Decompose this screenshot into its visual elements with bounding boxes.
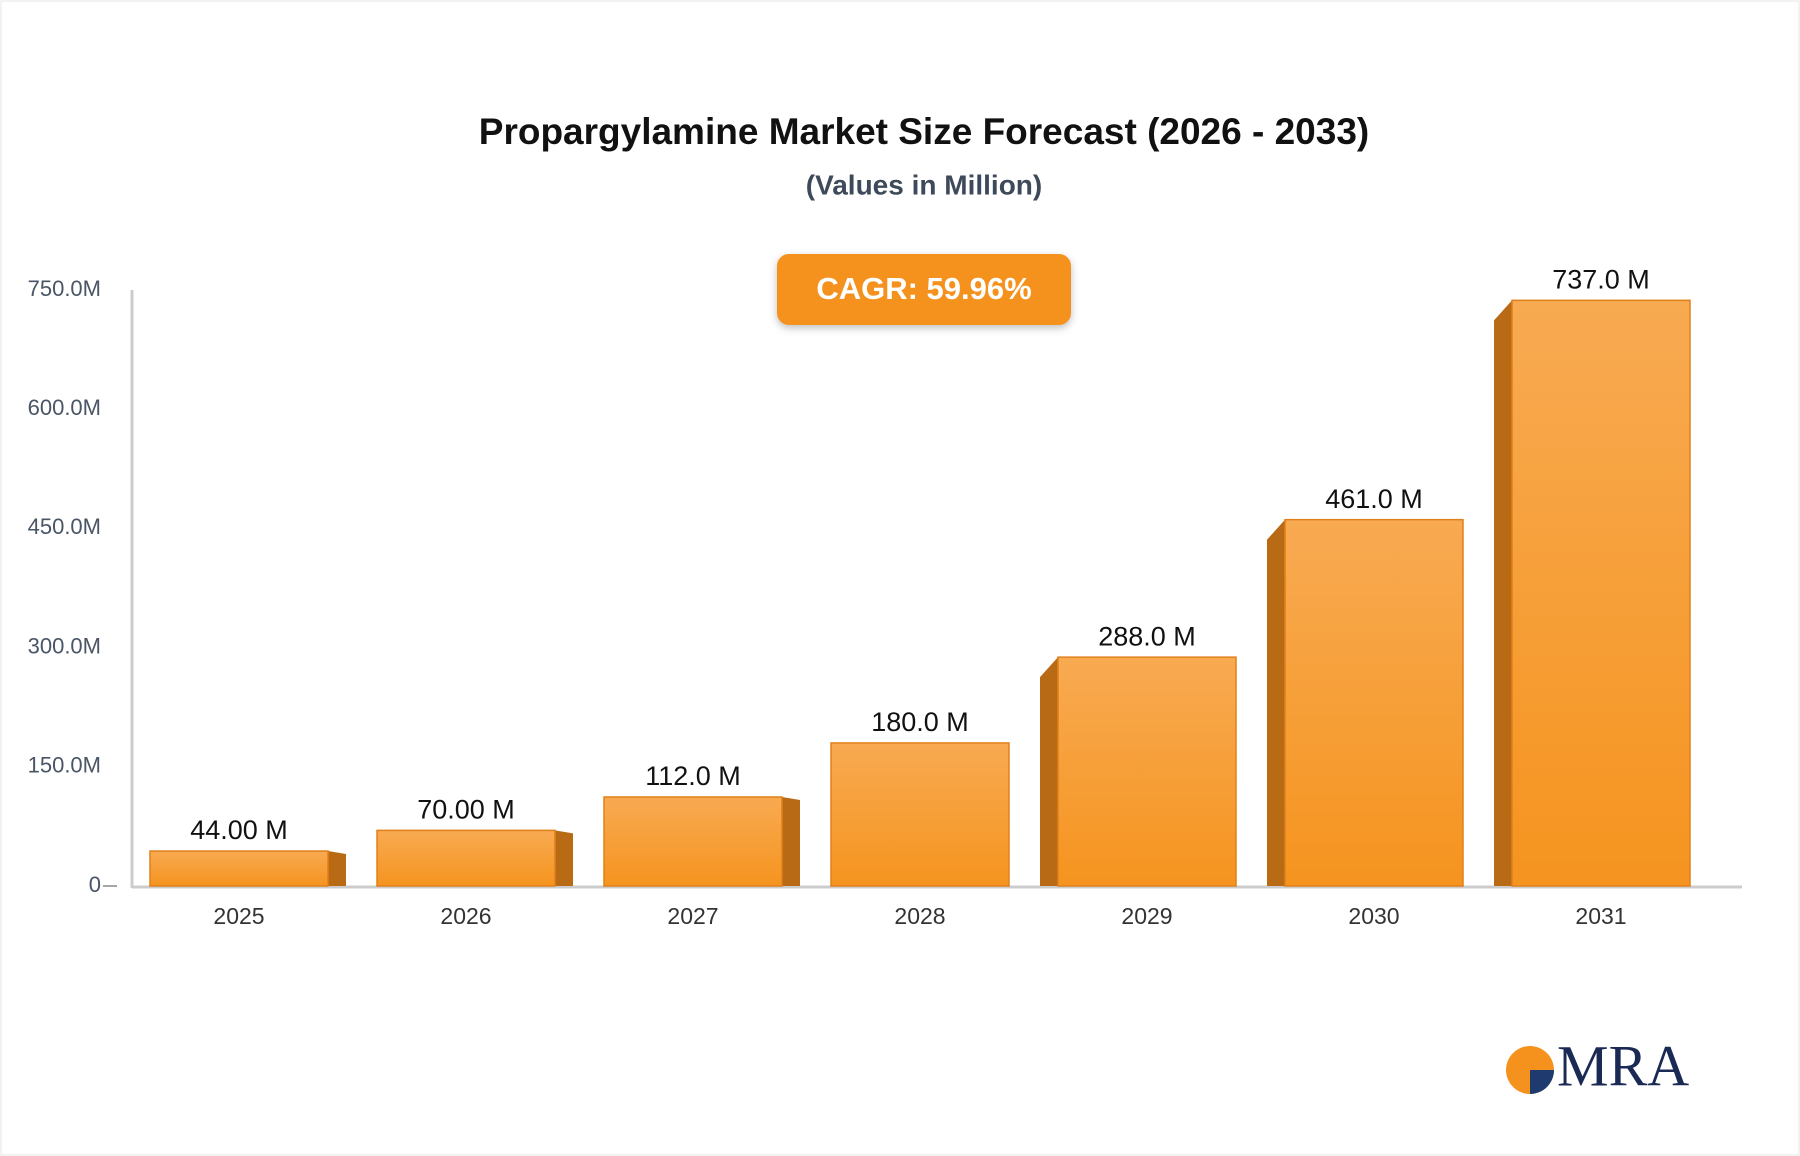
x-tick-label: 2025	[213, 903, 264, 929]
bar-side	[328, 851, 346, 886]
bar-side	[555, 830, 573, 886]
x-tick-label: 2029	[1121, 903, 1172, 929]
y-tick-label: 750.0M	[28, 276, 101, 301]
bar-side	[1494, 300, 1512, 886]
logo: MRA	[1506, 1033, 1689, 1098]
bar	[1057, 656, 1237, 887]
value-label: 44.00 M	[190, 815, 288, 845]
y-tick-label: 600.0M	[28, 395, 101, 420]
bar	[1511, 299, 1691, 887]
logo-text: MRA	[1557, 1033, 1689, 1098]
bar	[603, 796, 783, 887]
bar	[149, 850, 329, 887]
y-tick-label: 300.0M	[28, 633, 101, 658]
value-label: 288.0 M	[1098, 621, 1196, 651]
y-tick-label: 450.0M	[28, 514, 101, 539]
y-tick-label: 0	[89, 872, 101, 897]
value-label: 461.0 M	[1325, 484, 1423, 514]
value-label: 70.00 M	[417, 794, 515, 824]
x-tick-label: 2030	[1348, 903, 1399, 929]
logo-icon-slice	[1530, 1070, 1554, 1094]
bar-side	[782, 796, 800, 886]
value-label: 180.0 M	[871, 707, 969, 737]
value-label: 112.0 M	[645, 761, 741, 791]
x-tick-label: 2027	[667, 903, 718, 929]
chart-title: Propargylamine Market Size Forecast (202…	[479, 111, 1369, 152]
x-tick-label: 2031	[1575, 903, 1626, 929]
bar	[830, 742, 1010, 887]
x-tick-label: 2026	[440, 903, 491, 929]
value-label: 737.0 M	[1552, 264, 1650, 294]
bar	[1284, 518, 1464, 887]
bar-side	[1040, 657, 1058, 886]
cagr-text: CAGR: 59.96%	[816, 271, 1031, 306]
y-tick-label: 150.0M	[28, 753, 101, 778]
x-tick-label: 2028	[894, 903, 945, 929]
chart-subtitle: (Values in Million)	[806, 169, 1042, 200]
cagr-badge	[777, 254, 1071, 325]
bar	[376, 829, 556, 887]
bar-side	[1267, 519, 1285, 886]
